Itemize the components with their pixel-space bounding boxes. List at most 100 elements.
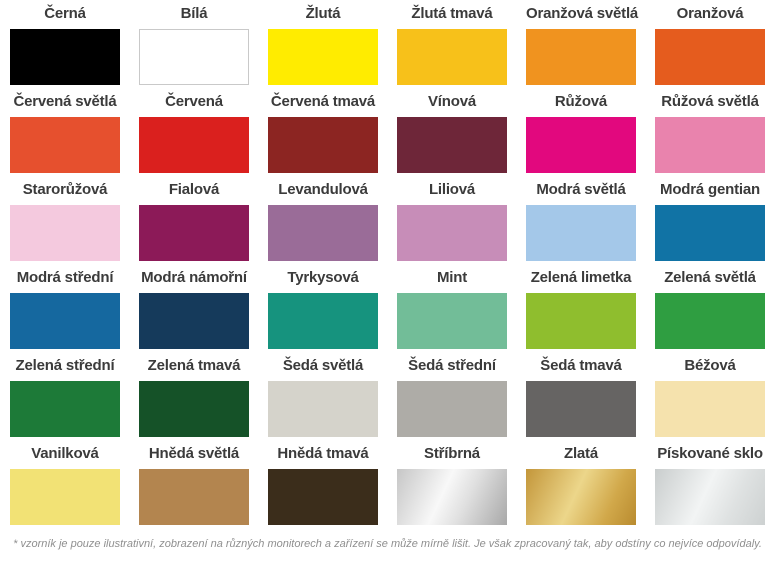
swatch-label: Béžová <box>684 357 736 374</box>
color-swatch <box>10 293 120 349</box>
color-swatch <box>397 205 507 261</box>
color-swatch <box>397 381 507 437</box>
swatch-cell-tyrkysova: Tyrkysová <box>268 268 378 349</box>
swatch-label: Růžová <box>554 93 608 110</box>
swatch-cell-zlata: Zlatá <box>526 444 636 525</box>
swatch-cell-staroruzova: Starorůžová <box>10 180 120 261</box>
swatch-cell-bezova: Béžová <box>655 356 765 437</box>
color-swatch <box>139 381 249 437</box>
color-swatch <box>139 117 249 173</box>
color-swatch <box>268 205 378 261</box>
swatch-label: Hnědá světlá <box>148 445 240 462</box>
color-swatch <box>397 469 507 525</box>
swatch-label: Modrá světlá <box>536 181 626 198</box>
color-swatch <box>655 381 765 437</box>
swatch-label: Oranžová světlá <box>526 5 639 22</box>
swatch-label: Fialová <box>168 181 220 198</box>
swatch-cell-zluta-tmava: Žlutá tmavá <box>397 4 507 85</box>
color-swatch <box>268 29 378 85</box>
swatch-cell-seda-stredni: Šedá střední <box>397 356 507 437</box>
swatch-label: Růžová světlá <box>661 93 759 110</box>
color-swatch <box>268 293 378 349</box>
swatch-cell-modra-stredni: Modrá střední <box>10 268 120 349</box>
swatch-cell-piskovane-sklo: Pískované sklo <box>655 444 765 525</box>
swatch-cell-hneda-svetla: Hnědá světlá <box>139 444 249 525</box>
swatch-label: Mint <box>436 269 468 286</box>
swatch-label: Šedá střední <box>408 357 496 374</box>
footnote: * vzorník je pouze ilustrativní, zobraze… <box>13 538 762 550</box>
color-swatch <box>268 469 378 525</box>
swatch-label: Šedá tmavá <box>540 357 622 374</box>
swatch-label: Červená tmavá <box>270 93 376 110</box>
swatch-cell-modra-namorni: Modrá námořní <box>139 268 249 349</box>
swatch-cell-oranzova: Oranžová <box>655 4 765 85</box>
swatch-cell-seda-svetla: Šedá světlá <box>268 356 378 437</box>
swatch-label: Liliová <box>428 181 476 198</box>
color-swatch <box>655 469 765 525</box>
swatch-cell-levandulova: Levandulová <box>268 180 378 261</box>
color-swatch <box>655 29 765 85</box>
swatch-label: Žlutá <box>305 5 341 22</box>
swatch-label: Pískované sklo <box>657 445 763 462</box>
swatch-label: Žlutá tmavá <box>411 5 493 22</box>
swatch-cell-cerna: Černá <box>10 4 120 85</box>
swatch-label: Zelená tmavá <box>147 357 241 374</box>
swatch-cell-stribrna: Stříbrná <box>397 444 507 525</box>
swatch-label: Oranžová <box>676 5 744 22</box>
swatch-label: Černá <box>44 5 86 22</box>
color-swatch <box>655 293 765 349</box>
swatch-cell-oranzova-svetla: Oranžová světlá <box>526 4 639 85</box>
swatch-cell-liliova: Liliová <box>397 180 507 261</box>
color-swatch <box>655 117 765 173</box>
swatch-label: Stříbrná <box>424 445 480 462</box>
swatch-cell-vinova: Vínová <box>397 92 507 173</box>
color-swatch <box>397 293 507 349</box>
color-swatch <box>655 205 765 261</box>
swatch-label: Tyrkysová <box>287 269 359 286</box>
swatch-cell-ruzova-svetla: Růžová světlá <box>655 92 765 173</box>
swatch-label: Hnědá tmavá <box>277 445 369 462</box>
swatch-cell-zelena-stredni: Zelená střední <box>10 356 120 437</box>
color-swatch <box>397 117 507 173</box>
swatch-label: Zelená střední <box>15 357 115 374</box>
color-swatch <box>526 205 636 261</box>
swatch-cell-cervena-svetla: Červená světlá <box>10 92 120 173</box>
color-swatch <box>268 381 378 437</box>
swatch-label: Zelená světlá <box>664 269 756 286</box>
color-swatch <box>10 117 120 173</box>
swatch-label: Červená světlá <box>13 93 117 110</box>
swatch-cell-zelena-limetka: Zelená limetka <box>526 268 636 349</box>
color-swatch <box>526 293 636 349</box>
swatch-cell-fialova: Fialová <box>139 180 249 261</box>
color-swatch <box>139 469 249 525</box>
color-swatch <box>10 29 120 85</box>
swatch-cell-vanilkova: Vanilková <box>10 444 120 525</box>
color-swatch <box>10 381 120 437</box>
swatch-cell-modra-gentian: Modrá gentian <box>655 180 765 261</box>
swatch-cell-modra-svetla: Modrá světlá <box>526 180 636 261</box>
color-swatch <box>397 29 507 85</box>
swatch-cell-zluta: Žlutá <box>268 4 378 85</box>
color-swatch <box>526 29 636 85</box>
swatch-cell-cervena: Červená <box>139 92 249 173</box>
swatch-label: Vínová <box>428 93 476 110</box>
color-grid: Černá Bílá Žlutá Žlutá tmavá Oranžová světlá… <box>10 4 765 525</box>
color-swatch <box>139 29 249 85</box>
swatch-cell-zelena-tmava: Zelená tmavá <box>139 356 249 437</box>
color-swatch <box>526 381 636 437</box>
color-swatch <box>139 205 249 261</box>
swatch-label: Modrá gentian <box>660 181 760 198</box>
swatch-label: Šedá světlá <box>282 357 364 374</box>
swatch-label: Levandulová <box>278 181 368 198</box>
swatch-cell-cervena-tmava: Červená tmavá <box>268 92 378 173</box>
color-swatch <box>10 469 120 525</box>
swatch-cell-hneda-tmava: Hnědá tmavá <box>268 444 378 525</box>
swatch-label: Bílá <box>180 5 208 22</box>
swatch-label: Červená <box>165 93 223 110</box>
color-swatch <box>526 117 636 173</box>
swatch-label: Zlatá <box>563 445 598 462</box>
swatch-label: Modrá střední <box>16 269 114 286</box>
color-swatch <box>139 293 249 349</box>
color-swatch <box>268 117 378 173</box>
swatch-cell-mint: Mint <box>397 268 507 349</box>
